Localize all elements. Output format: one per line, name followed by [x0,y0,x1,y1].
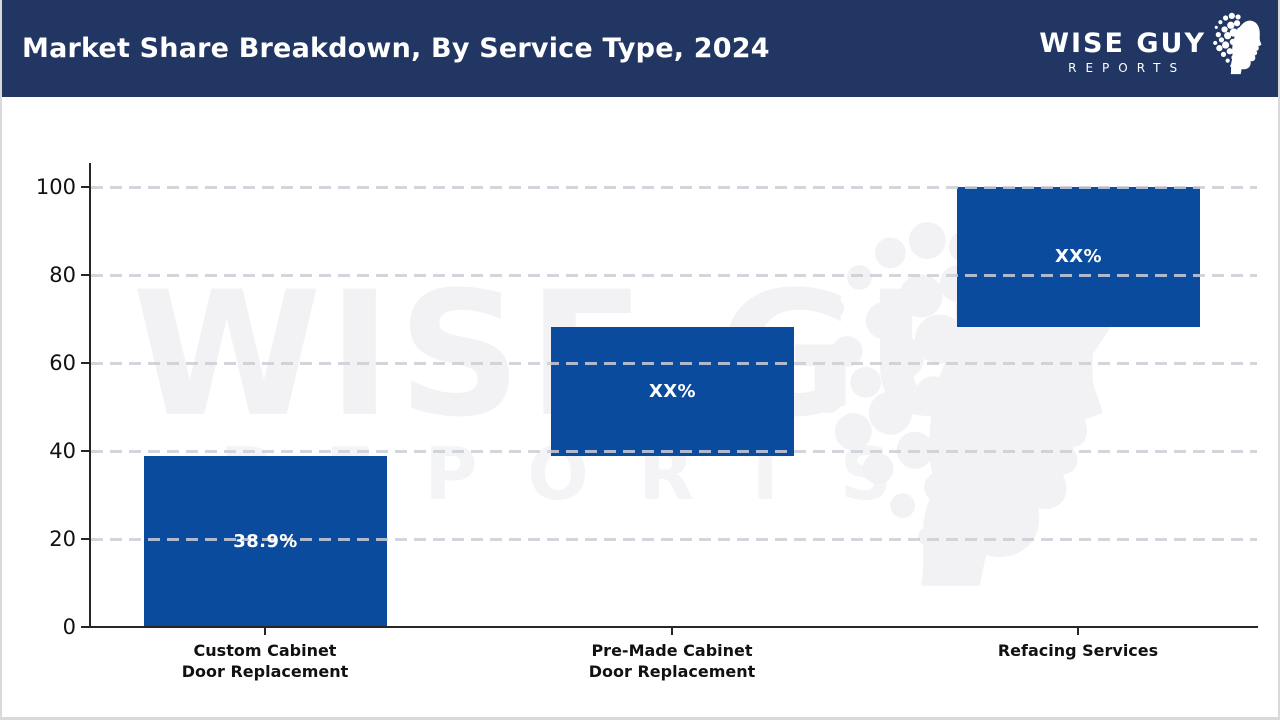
gridline [91,538,1257,541]
x-tick-mark [264,628,266,635]
category-line: Door Replacement [181,662,349,681]
y-tick-label: 100 [35,175,76,199]
gridline [91,450,1257,453]
x-tick-mark [1077,628,1079,635]
gridline [91,186,1257,189]
category-label: Custom Cabinet Door Replacement [105,640,425,682]
bar-value-label: 38.9% [233,530,298,552]
category-line: Refacing Services [997,641,1159,660]
bar-value-label: XX% [1055,246,1102,268]
header-bar: Market Share Breakdown, By Service Type,… [2,0,1278,97]
y-tick-label: 40 [49,439,76,463]
y-tick-mark [81,274,90,276]
category-line: Custom Cabinet [193,641,337,660]
wiseguy-logo: WISE GUY REPORTS [1039,8,1262,80]
gridline [91,274,1257,277]
y-tick-mark [81,538,90,540]
y-tick-label: 60 [49,351,76,375]
category-label: Refacing Services [918,640,1238,661]
bar-segment[interactable] [551,326,794,456]
gridline [91,362,1257,365]
category-label: Pre-Made Cabinet Door Replacement [512,640,832,682]
x-tick-mark [671,628,673,635]
y-axis-line [89,163,91,628]
logo-wiseguy-label: WISE GUY [1039,28,1206,59]
y-tick-mark [81,450,90,452]
x-axis-line [87,626,1258,628]
bar-segment[interactable] [957,187,1200,327]
y-tick-mark [81,626,90,628]
y-tick-mark [81,362,90,364]
wiseguy-logo-text: WISE GUY REPORTS [1039,13,1206,76]
logo-face-dots-icon [1210,8,1262,80]
logo-reports-label: REPORTS [1068,61,1187,75]
page-title: Market Share Breakdown, By Service Type,… [22,33,770,64]
y-tick-mark [81,186,90,188]
bar-value-label: XX% [649,380,696,402]
y-tick-label: 80 [49,263,76,287]
y-tick-label: 0 [62,615,76,639]
category-line: Door Replacement [588,662,756,681]
category-line: Pre-Made Cabinet [591,641,753,660]
bar-segment[interactable] [144,455,387,627]
y-tick-label: 20 [49,527,76,551]
